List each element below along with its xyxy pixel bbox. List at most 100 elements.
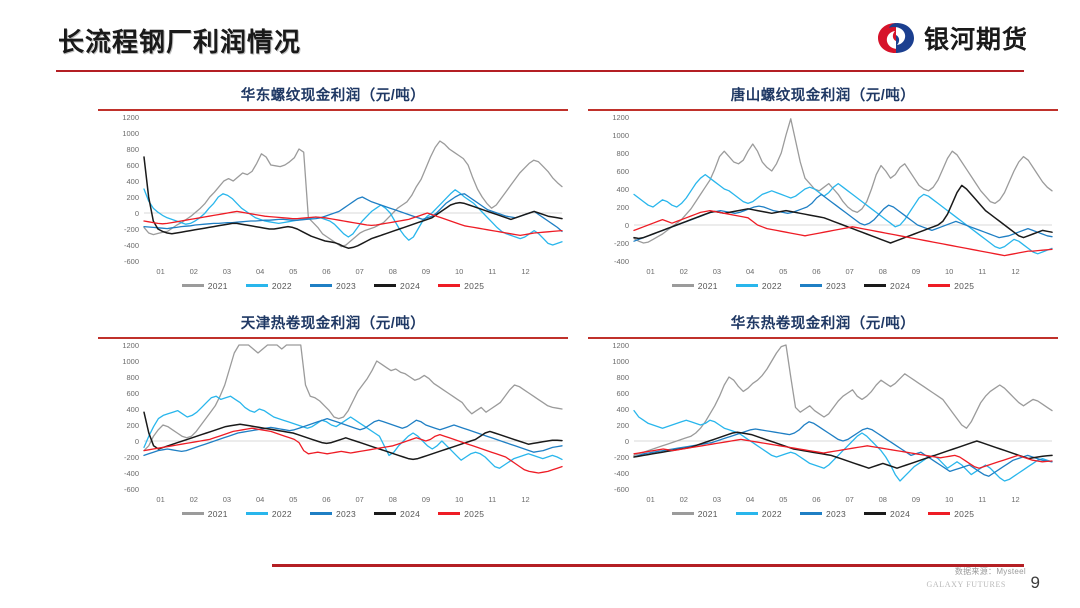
svg-text:02: 02 <box>680 267 688 276</box>
svg-text:10: 10 <box>945 267 953 276</box>
chart-panel-huadong-hrc: 华东热卷现金利润（元/吨） 1200 1000 800 600 400 200 0 -200 -… <box>588 312 1058 544</box>
svg-text:07: 07 <box>355 267 363 276</box>
legend-label: 2021 <box>697 508 718 519</box>
svg-text:11: 11 <box>488 495 496 504</box>
svg-text:-600: -600 <box>124 485 139 494</box>
svg-text:02: 02 <box>190 267 198 276</box>
svg-text:0: 0 <box>135 209 139 218</box>
legend-swatch-2024 <box>374 284 397 287</box>
chart-grid: 华东螺纹现金利润（元/吨） 1200 1000 800 600 400 200 0 -200-… <box>0 78 1080 548</box>
chart-title: 天津热卷现金利润（元/吨） <box>240 316 426 332</box>
legend-item-2024[interactable]: 2024 <box>864 281 910 291</box>
legend-item-2022[interactable]: 2022 <box>245 508 292 519</box>
legend-item-2023[interactable]: 2023 <box>309 508 357 519</box>
svg-text:-400: -400 <box>124 469 139 478</box>
data-source-note: 数据来源：Mysteel <box>954 567 1026 576</box>
legend-label: 2024 <box>400 508 421 519</box>
legend-item-2024[interactable]: 2024 <box>374 509 420 519</box>
chart-title-divider <box>588 109 1058 111</box>
svg-text:400: 400 <box>616 405 629 414</box>
legend-item-2023[interactable]: 2023 <box>799 508 847 519</box>
chart-plot: 1200 1000 800 600 400 200 0 -200 -400 -600 01 02 03 0… <box>612 341 1053 504</box>
legend-item-2021[interactable]: 2021 <box>181 281 228 291</box>
legend-item-2021[interactable]: 2021 <box>671 508 718 519</box>
legend-item-2022[interactable]: 2022 <box>735 509 782 519</box>
legend-label: 2025 <box>464 280 485 291</box>
chart-panel-tianjin-hrc: 天津热卷现金利润（元/吨） 1200 1000 800 600 400 200 0 -200 -… <box>98 312 568 544</box>
svg-text:01: 01 <box>156 495 164 504</box>
svg-text:1000: 1000 <box>612 131 629 140</box>
svg-text:400: 400 <box>126 177 139 186</box>
svg-text:-400: -400 <box>124 241 139 250</box>
svg-text:09: 09 <box>422 495 430 504</box>
chart-title: 华东热卷现金利润（元/吨） <box>730 316 916 332</box>
svg-text:12: 12 <box>1011 495 1019 504</box>
chart-panel-huadong-rebar: 华东螺纹现金利润（元/吨） 1200 1000 800 600 400 200 0 -200 -… <box>98 84 568 316</box>
legend-item-2021[interactable]: 2021 <box>181 509 228 519</box>
svg-text:400: 400 <box>616 185 629 194</box>
legend-label: 2023 <box>825 508 847 519</box>
slide-header: 长流程钢厂利润情况 银河期货 <box>0 0 1080 78</box>
legend-swatch-2024 <box>864 284 887 287</box>
svg-text:0: 0 <box>625 437 629 446</box>
legend-item-2023[interactable]: 2023 <box>309 281 356 291</box>
legend-swatch-2025 <box>928 512 951 515</box>
brand-name: 银河期货 <box>923 26 1028 54</box>
legend-swatch-2022 <box>735 512 758 515</box>
legend-swatch-2025 <box>928 284 951 287</box>
legend-item-2024[interactable]: 2024 <box>374 281 420 291</box>
svg-text:12: 12 <box>521 495 529 504</box>
legend-item-2023[interactable]: 2023 <box>799 281 846 291</box>
legend-label: 2023 <box>335 508 357 519</box>
legend-item-2025[interactable]: 2025 <box>438 281 484 291</box>
svg-text:07: 07 <box>845 495 853 504</box>
legend-item-2025[interactable]: 2025 <box>438 509 484 519</box>
legend-label: 2025 <box>954 508 975 519</box>
svg-text:11: 11 <box>488 267 496 276</box>
svg-text:12: 12 <box>521 267 529 276</box>
svg-text:10: 10 <box>945 495 953 504</box>
svg-text:05: 05 <box>779 267 787 276</box>
brand-logo: 银河期货 <box>876 20 1028 56</box>
legend-item-2022[interactable]: 2022 <box>245 281 292 291</box>
legend-label: 2024 <box>890 280 911 291</box>
svg-text:200: 200 <box>126 193 139 202</box>
svg-text:200: 200 <box>616 203 629 212</box>
svg-text:09: 09 <box>422 267 430 276</box>
legend-swatch-2023 <box>309 512 332 515</box>
chart-title: 唐山螺纹现金利润（元/吨） <box>730 88 916 104</box>
svg-text:06: 06 <box>812 495 820 504</box>
legend-swatch-2023 <box>309 284 332 287</box>
svg-text:03: 03 <box>223 495 231 504</box>
svg-text:08: 08 <box>389 267 397 276</box>
svg-text:03: 03 <box>713 267 721 276</box>
svg-text:800: 800 <box>126 145 139 154</box>
svg-text:01: 01 <box>156 267 164 276</box>
legend-item-2024[interactable]: 2024 <box>864 509 910 519</box>
chart-panel-tangshan-rebar: 唐山螺纹现金利润（元/吨） 1200 1000 800 600 400 200 0 -200 -… <box>588 84 1058 316</box>
legend-item-2025[interactable]: 2025 <box>928 509 974 519</box>
chart-legend: 2021 2022 2023 2024 2025 <box>588 509 1058 519</box>
legend-swatch-2025 <box>438 512 461 515</box>
legend-swatch-2023 <box>799 512 822 515</box>
legend-label: 2022 <box>271 508 292 519</box>
legend-label: 2024 <box>890 508 911 519</box>
svg-text:10: 10 <box>455 267 463 276</box>
page-number: 9 <box>1030 573 1040 592</box>
svg-text:800: 800 <box>126 373 139 382</box>
svg-text:03: 03 <box>713 495 721 504</box>
svg-text:02: 02 <box>680 495 688 504</box>
legend-item-2022[interactable]: 2022 <box>735 280 782 291</box>
chart-title-divider <box>98 337 568 339</box>
svg-text:600: 600 <box>126 389 139 398</box>
svg-text:04: 04 <box>746 495 754 504</box>
galaxy-swirl-icon <box>877 23 914 53</box>
legend-item-2021[interactable]: 2021 <box>671 281 718 291</box>
legend-label: 2022 <box>761 280 782 291</box>
legend-swatch-2022 <box>735 284 758 287</box>
chart-legend: 2021 2022 2023 2024 2025 <box>98 281 568 291</box>
svg-text:11: 11 <box>978 495 986 504</box>
svg-text:0: 0 <box>135 437 139 446</box>
legend-item-2025[interactable]: 2025 <box>928 281 974 291</box>
svg-text:04: 04 <box>256 267 264 276</box>
